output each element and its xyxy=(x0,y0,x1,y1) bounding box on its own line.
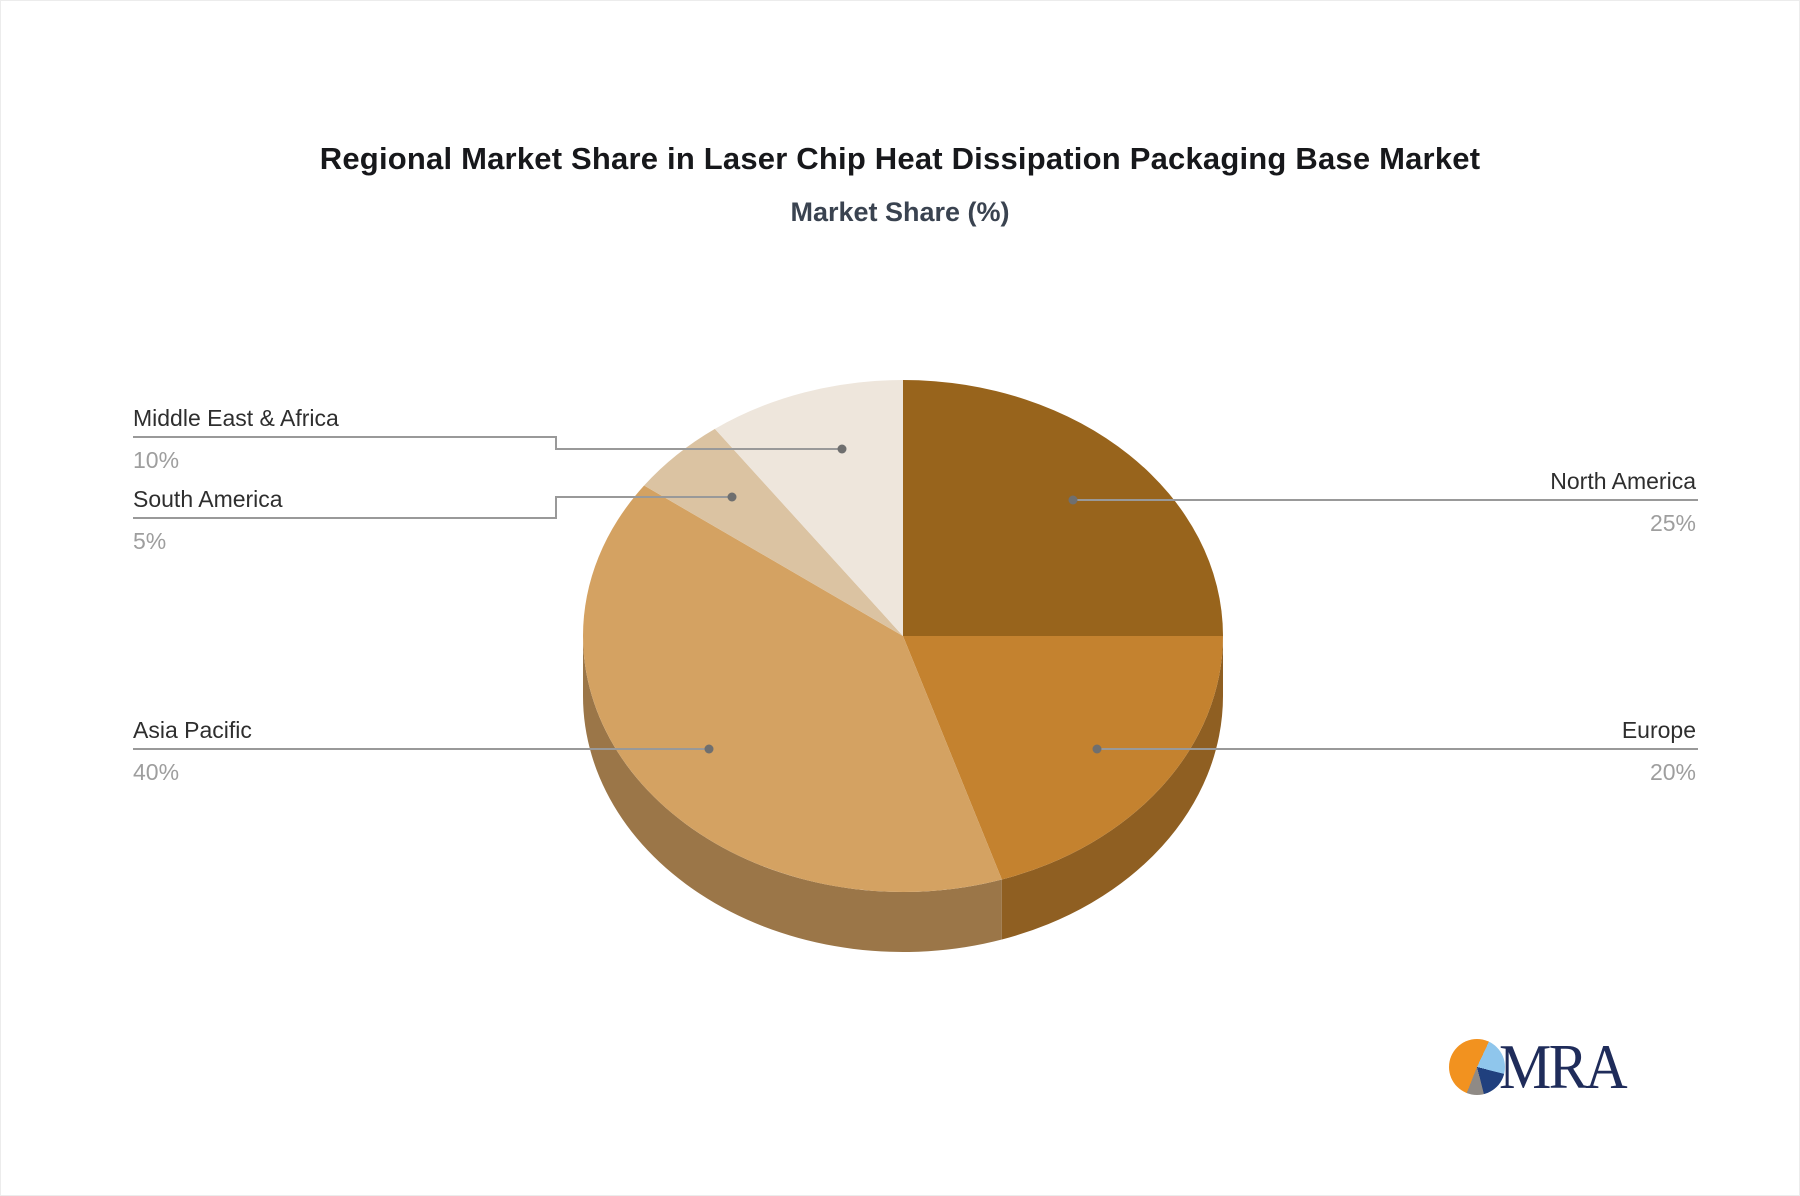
pie-slice-north-america[interactable] xyxy=(903,380,1223,636)
leader-dot-asia-pacific xyxy=(704,744,714,754)
leader-dot-north-america xyxy=(1068,495,1078,505)
brand-logo-text: MRA xyxy=(1499,1031,1628,1102)
brand-logo: MRA xyxy=(1449,1031,1636,1102)
pie-value-asia-pacific: 40% xyxy=(133,759,180,785)
pie-value-middle-east-africa: 10% xyxy=(133,447,180,473)
leader-line-south-america xyxy=(133,496,732,519)
chart-title: Regional Market Share in Laser Chip Heat… xyxy=(319,141,1481,176)
pie-slice-asia-pacific[interactable] xyxy=(582,485,1002,893)
pie-value-north-america: 25% xyxy=(1649,510,1696,536)
leader-line-middle-east-africa xyxy=(133,436,842,450)
pie-rim-europe xyxy=(1001,636,1223,940)
leader-dot-south-america xyxy=(727,492,737,502)
pie-slice-europe[interactable] xyxy=(903,636,1223,880)
pie-slice-south-america[interactable] xyxy=(644,428,903,636)
pie-label-asia-pacific: Asia Pacific xyxy=(133,717,252,743)
pie-rim-asia-pacific xyxy=(583,636,1002,953)
pie-slice-middle-east-africa[interactable] xyxy=(714,380,903,636)
chart-subtitle: Market Share (%) xyxy=(790,197,1010,227)
pie-chart-logo-icon xyxy=(1449,1039,1505,1095)
pie-label-europe: Europe xyxy=(1621,717,1696,743)
pie-label-north-america: North America xyxy=(1550,468,1696,494)
pie-value-south-america: 5% xyxy=(133,528,167,554)
pie-label-south-america: South America xyxy=(133,486,283,512)
pie-value-europe: 20% xyxy=(1649,759,1696,785)
pie-label-middle-east-africa: Middle East & Africa xyxy=(133,405,339,431)
leader-dot-europe xyxy=(1092,744,1102,754)
leader-dot-middle-east-africa xyxy=(837,444,847,454)
